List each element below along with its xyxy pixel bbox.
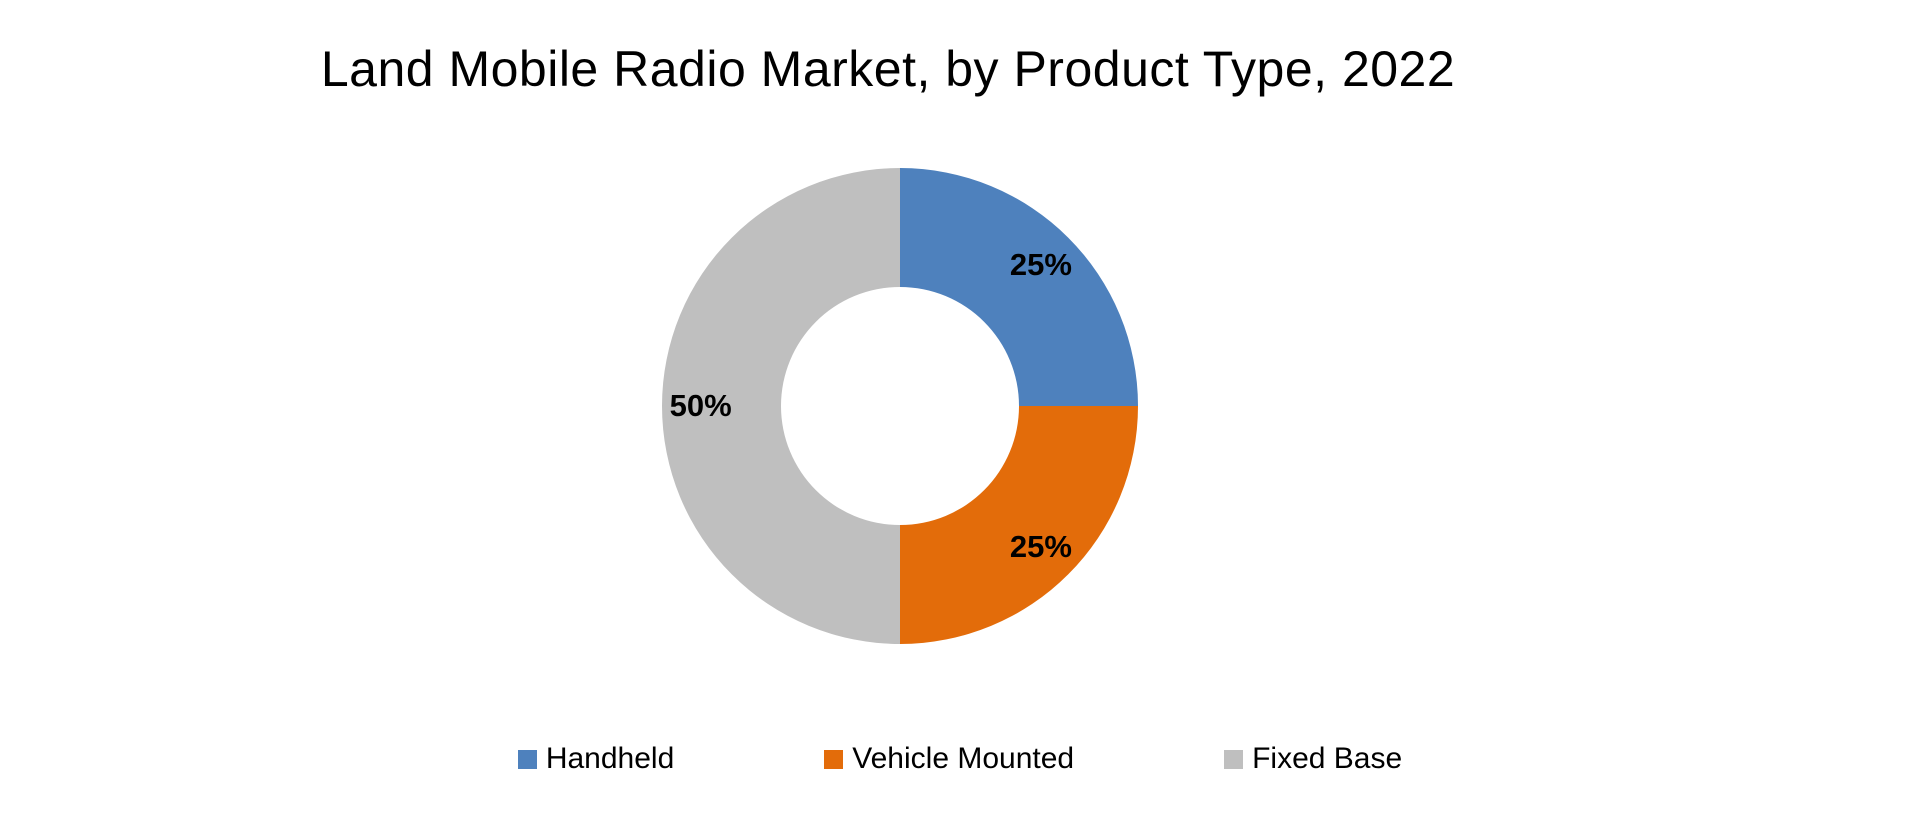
legend-swatch-fixed-base-icon xyxy=(1224,749,1244,769)
legend-label-vehicle-mounted: Vehicle Mounted xyxy=(852,742,1075,775)
legend: Handheld Vehicle Mounted Fixed Base xyxy=(0,740,1920,778)
legend-swatch-handheld-icon xyxy=(517,749,537,769)
donut-chart: 25% 25% 50% xyxy=(662,168,1138,644)
chart-title: Land Mobile Radio Market, by Product Typ… xyxy=(320,41,1456,97)
legend-item-fixed-base: Fixed Base xyxy=(1224,742,1402,776)
legend-item-handheld: Handheld xyxy=(517,742,675,776)
donut-ring xyxy=(662,168,1138,644)
slice-label-handheld: 25% xyxy=(1009,247,1072,283)
legend-item-vehicle-mounted: Vehicle Mounted xyxy=(824,742,1074,776)
slice-label-fixed-base: 50% xyxy=(669,388,732,423)
legend-swatch-vehicle-mounted-icon xyxy=(824,749,844,769)
legend-label-handheld: Handheld xyxy=(545,742,675,775)
legend-label-fixed-base: Fixed Base xyxy=(1252,742,1403,775)
slice-label-vehicle-mounted: 25% xyxy=(1009,528,1072,564)
